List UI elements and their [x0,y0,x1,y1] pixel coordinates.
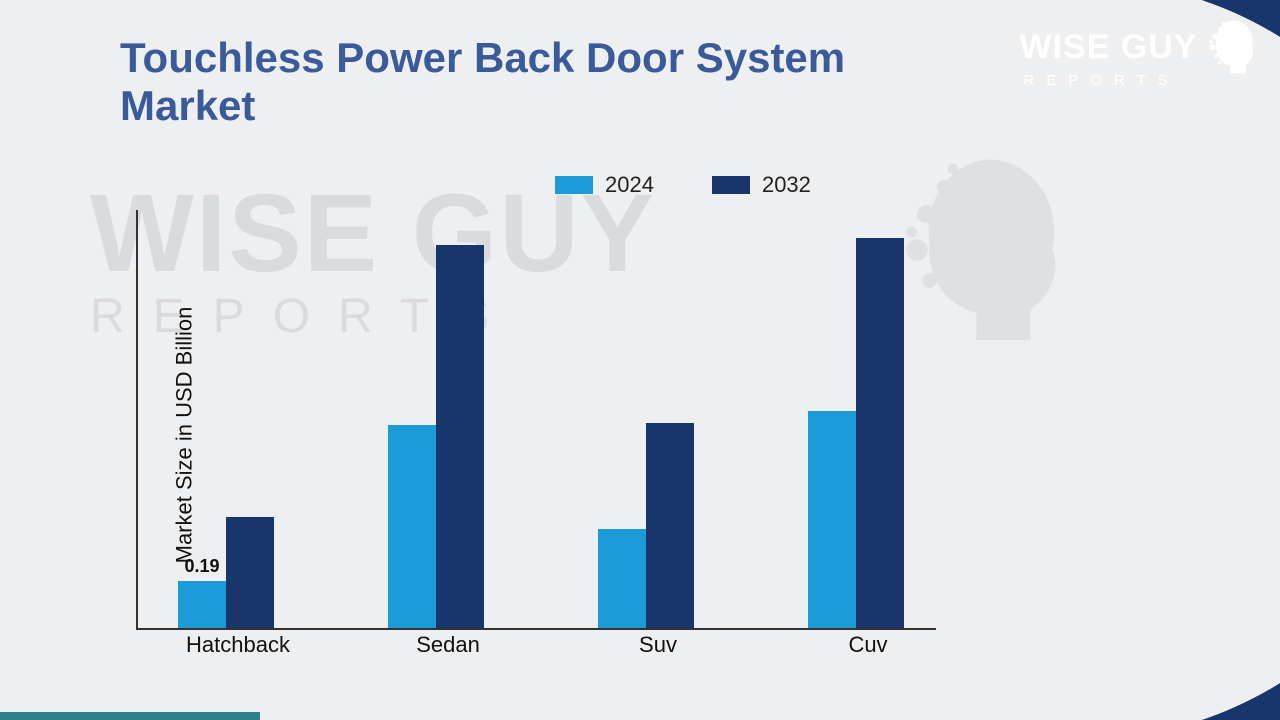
bar-group-suv [598,423,718,628]
bar-2032-suv [646,423,694,628]
bar-2024-suv [598,529,646,628]
value-label: 0.19 [184,556,219,577]
logo-text-main: WISE GUY [1020,28,1198,67]
legend-label-2024: 2024 [605,172,654,198]
bar-group-sedan [388,245,508,628]
legend-label-2032: 2032 [762,172,811,198]
plot-area: HatchbackSedanSuvCuv0.19 [136,210,936,630]
legend-item-2024: 2024 [555,172,654,198]
x-tick-sedan: Sedan [416,632,480,658]
bar-2032-sedan [436,245,484,628]
bar-2024-hatchback [178,581,226,628]
bottom-accent-bar [0,712,260,720]
brand-logo: WISE GUY REPORTS [1020,18,1258,89]
chart-title: Touchless Power Back Door System Market [120,34,880,131]
legend-item-2032: 2032 [712,172,811,198]
bar-2024-cuv [808,411,856,628]
bar-group-cuv [808,238,928,628]
logo-head-icon [1204,18,1258,76]
bar-2032-hatchback [226,517,274,628]
x-tick-cuv: Cuv [848,632,887,658]
x-tick-suv: Suv [639,632,677,658]
bar-2024-sedan [388,425,436,628]
bar-2032-cuv [856,238,904,628]
legend-swatch-2024 [555,176,593,194]
legend-swatch-2032 [712,176,750,194]
x-tick-hatchback: Hatchback [186,632,290,658]
legend: 2024 2032 [555,172,811,198]
bar-chart: Market Size in USD Billion HatchbackSeda… [100,200,950,670]
